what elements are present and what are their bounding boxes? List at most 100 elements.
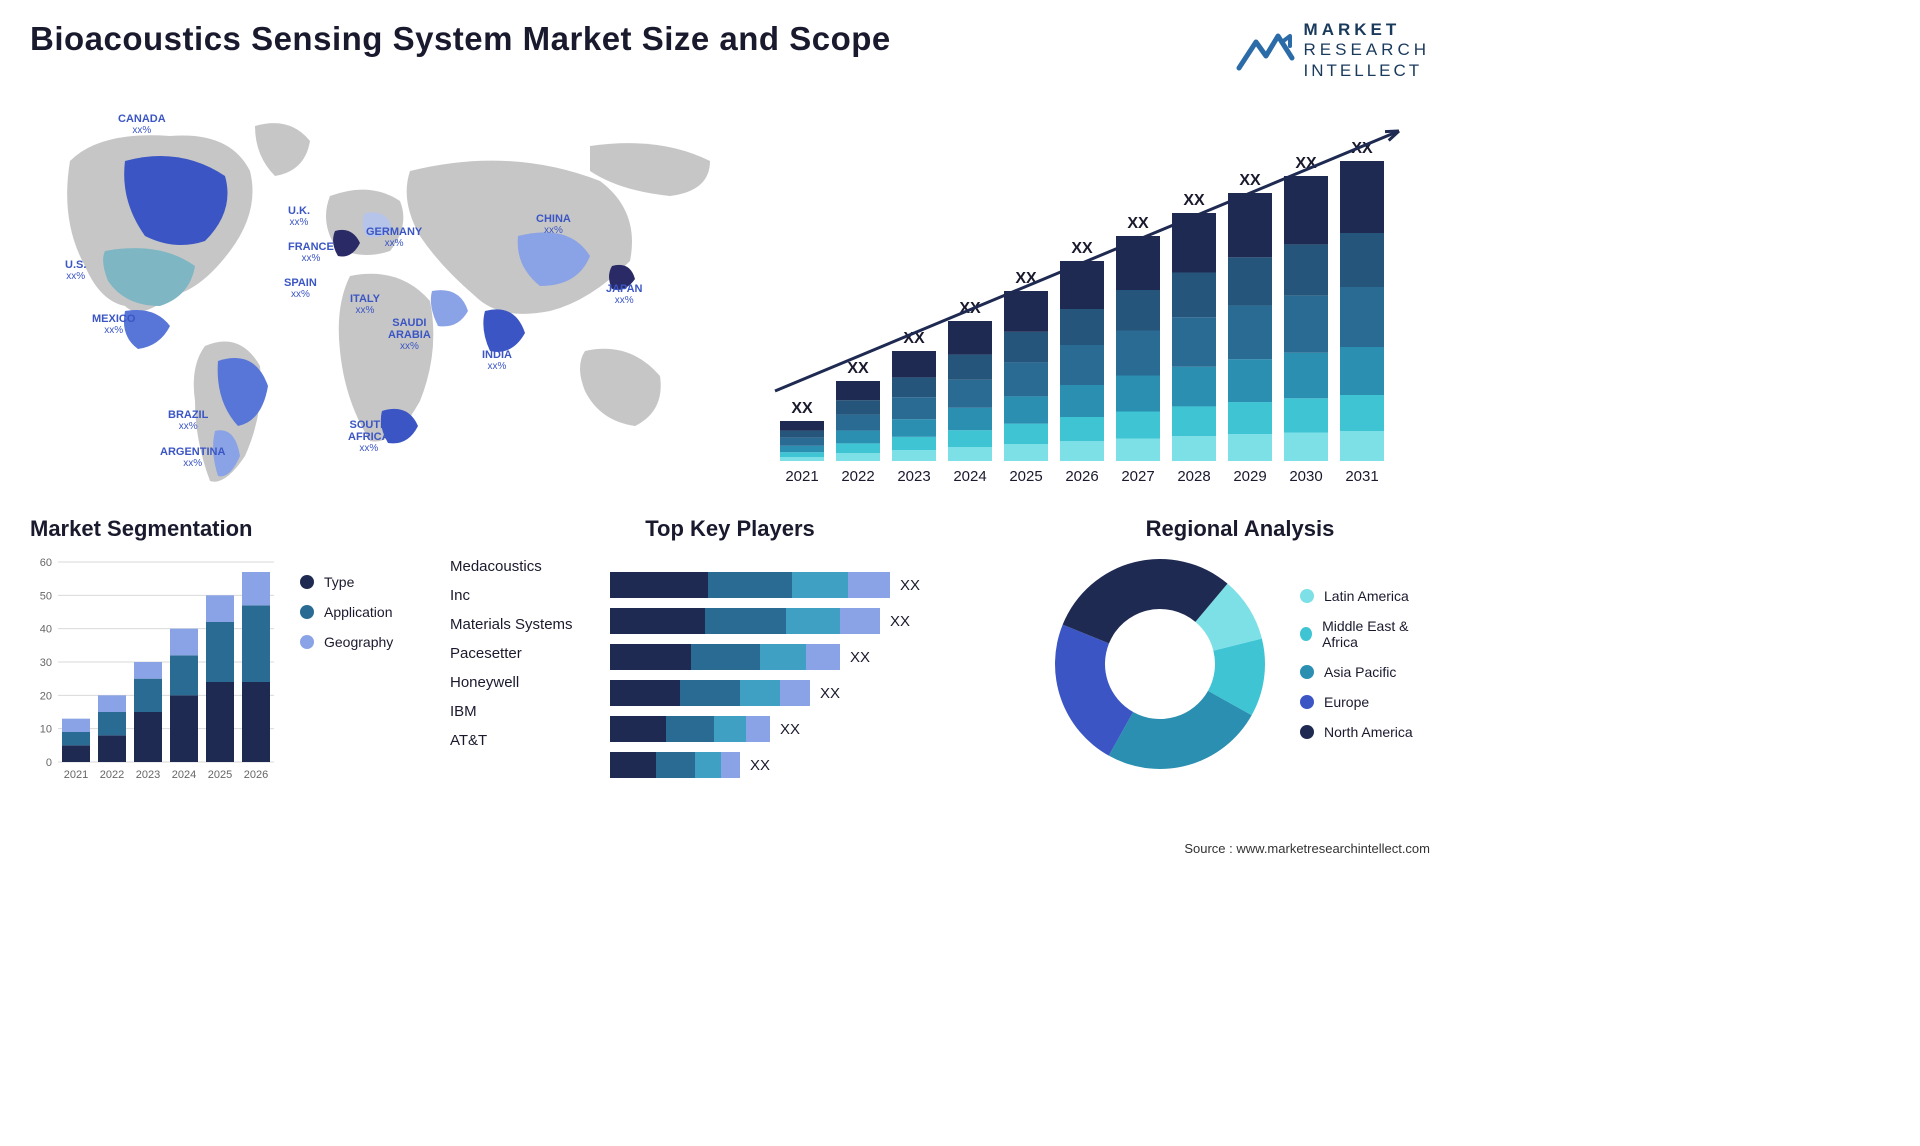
player-bar-segment — [610, 608, 705, 634]
player-bar-segment — [666, 716, 714, 742]
legend-label: Type — [324, 574, 354, 590]
player-bar-segment — [721, 752, 741, 778]
player-bar-value: XX — [900, 577, 920, 594]
regional-panel: Regional Analysis Latin AmericaMiddle Ea… — [1050, 516, 1430, 784]
player-bars: XXXXXXXXXXXX — [610, 572, 1010, 778]
segmentation-chart: 0102030405060202120222023202420252026 — [30, 554, 280, 784]
svg-text:2025: 2025 — [1009, 468, 1042, 485]
svg-text:2025: 2025 — [208, 769, 232, 781]
player-bar-row: XX — [610, 716, 1010, 742]
country-label: FRANCExx% — [288, 241, 334, 264]
country-label: BRAZILxx% — [168, 409, 208, 432]
player-bar-row: XX — [610, 752, 1010, 778]
legend-label: Latin America — [1324, 588, 1409, 604]
legend-swatch — [300, 605, 314, 619]
player-bar-segment — [610, 680, 680, 706]
player-bar-segment — [610, 572, 708, 598]
svg-text:2030: 2030 — [1289, 468, 1322, 485]
player-name: Inc — [450, 587, 610, 604]
player-bar-segment — [780, 680, 810, 706]
svg-text:2021: 2021 — [785, 468, 818, 485]
legend-item: Asia Pacific — [1300, 664, 1430, 680]
legend-item: Application — [300, 604, 393, 620]
player-bar-value: XX — [750, 757, 770, 774]
country-label: SPAINxx% — [284, 277, 317, 300]
legend-item: Geography — [300, 634, 393, 650]
country-label: JAPANxx% — [606, 283, 642, 306]
legend-item: Latin America — [1300, 588, 1430, 604]
player-bar-segment — [610, 716, 666, 742]
player-bar-segment — [786, 608, 840, 634]
top-section: CANADAxx%U.S.xx%MEXICOxx%BRAZILxx%ARGENT… — [30, 101, 1430, 491]
player-bar-segment — [848, 572, 890, 598]
player-bar-segment — [840, 608, 881, 634]
player-bar-row: XX — [610, 572, 1010, 598]
country-label: ARGENTINAxx% — [160, 446, 225, 469]
svg-text:XX: XX — [1183, 192, 1205, 209]
player-bar-segment — [708, 572, 792, 598]
player-bar-segment — [760, 644, 806, 670]
player-name: Medacoustics — [450, 558, 610, 575]
country-label: SOUTHAFRICAxx% — [348, 419, 390, 454]
player-bar-row: XX — [610, 608, 1010, 634]
svg-text:2028: 2028 — [1177, 468, 1210, 485]
regional-donut-svg — [1050, 554, 1270, 774]
svg-text:XX: XX — [847, 360, 869, 377]
svg-text:XX: XX — [1071, 240, 1093, 257]
player-name: Honeywell — [450, 674, 610, 691]
legend-swatch — [300, 635, 314, 649]
legend-item: Europe — [1300, 694, 1430, 710]
svg-text:50: 50 — [40, 591, 52, 603]
regional-donut — [1050, 554, 1270, 774]
legend-label: Middle East & Africa — [1322, 618, 1430, 650]
player-bar-value: XX — [820, 685, 840, 702]
svg-text:40: 40 — [40, 624, 52, 636]
svg-text:30: 30 — [40, 657, 52, 669]
player-bar-segment — [691, 644, 760, 670]
country-saudi — [431, 290, 468, 326]
player-name: IBM — [450, 703, 610, 720]
bottom-section: Market Segmentation 01020304050602021202… — [30, 516, 1430, 784]
player-bar-row: XX — [610, 680, 1010, 706]
svg-text:2031: 2031 — [1345, 468, 1378, 485]
player-names-list: Medacoustics Inc Materials Systems Pacesett… — [450, 558, 610, 778]
country-label: ITALYxx% — [350, 293, 380, 316]
player-bar-segment — [740, 680, 780, 706]
player-name: Pacesetter — [450, 645, 610, 662]
svg-text:0: 0 — [46, 757, 52, 769]
legend-swatch — [1300, 695, 1314, 709]
svg-text:XX: XX — [1127, 215, 1149, 232]
svg-text:60: 60 — [40, 557, 52, 569]
svg-text:2023: 2023 — [897, 468, 930, 485]
player-bar-segment — [680, 680, 740, 706]
regional-legend: Latin America Middle East & Africa Asia Pa… — [1300, 588, 1430, 740]
player-name: Materials Systems — [450, 616, 610, 633]
country-label: MEXICOxx% — [92, 313, 135, 336]
segmentation-legend: Type Application Geography — [300, 574, 393, 784]
player-bar-segment — [610, 644, 691, 670]
brand-logo: MARKET RESEARCH INTELLECT — [1234, 20, 1430, 81]
svg-text:XX: XX — [791, 400, 813, 417]
legend-item: North America — [1300, 724, 1430, 740]
legend-item: Middle East & Africa — [1300, 618, 1430, 650]
logo-text-l2: RESEARCH — [1304, 40, 1430, 60]
country-label: U.K.xx% — [288, 205, 310, 228]
logo-icon — [1234, 24, 1296, 78]
player-bar-segment — [806, 644, 841, 670]
svg-text:20: 20 — [40, 691, 52, 703]
svg-text:2021: 2021 — [64, 769, 88, 781]
player-bar-segment — [656, 752, 695, 778]
player-bar — [610, 716, 770, 742]
svg-text:10: 10 — [40, 724, 52, 736]
player-bar-segment — [610, 752, 656, 778]
legend-item: Type — [300, 574, 393, 590]
player-name: AT&T — [450, 732, 610, 749]
player-bar — [610, 644, 840, 670]
player-bar-segment — [695, 752, 721, 778]
player-bar — [610, 572, 890, 598]
country-label: SAUDIARABIAxx% — [388, 317, 431, 352]
player-bar-value: XX — [890, 613, 910, 630]
legend-label: Asia Pacific — [1324, 664, 1396, 680]
world-map: CANADAxx%U.S.xx%MEXICOxx%BRAZILxx%ARGENT… — [30, 101, 730, 491]
segmentation-svg: 0102030405060202120222023202420252026 — [30, 554, 280, 784]
